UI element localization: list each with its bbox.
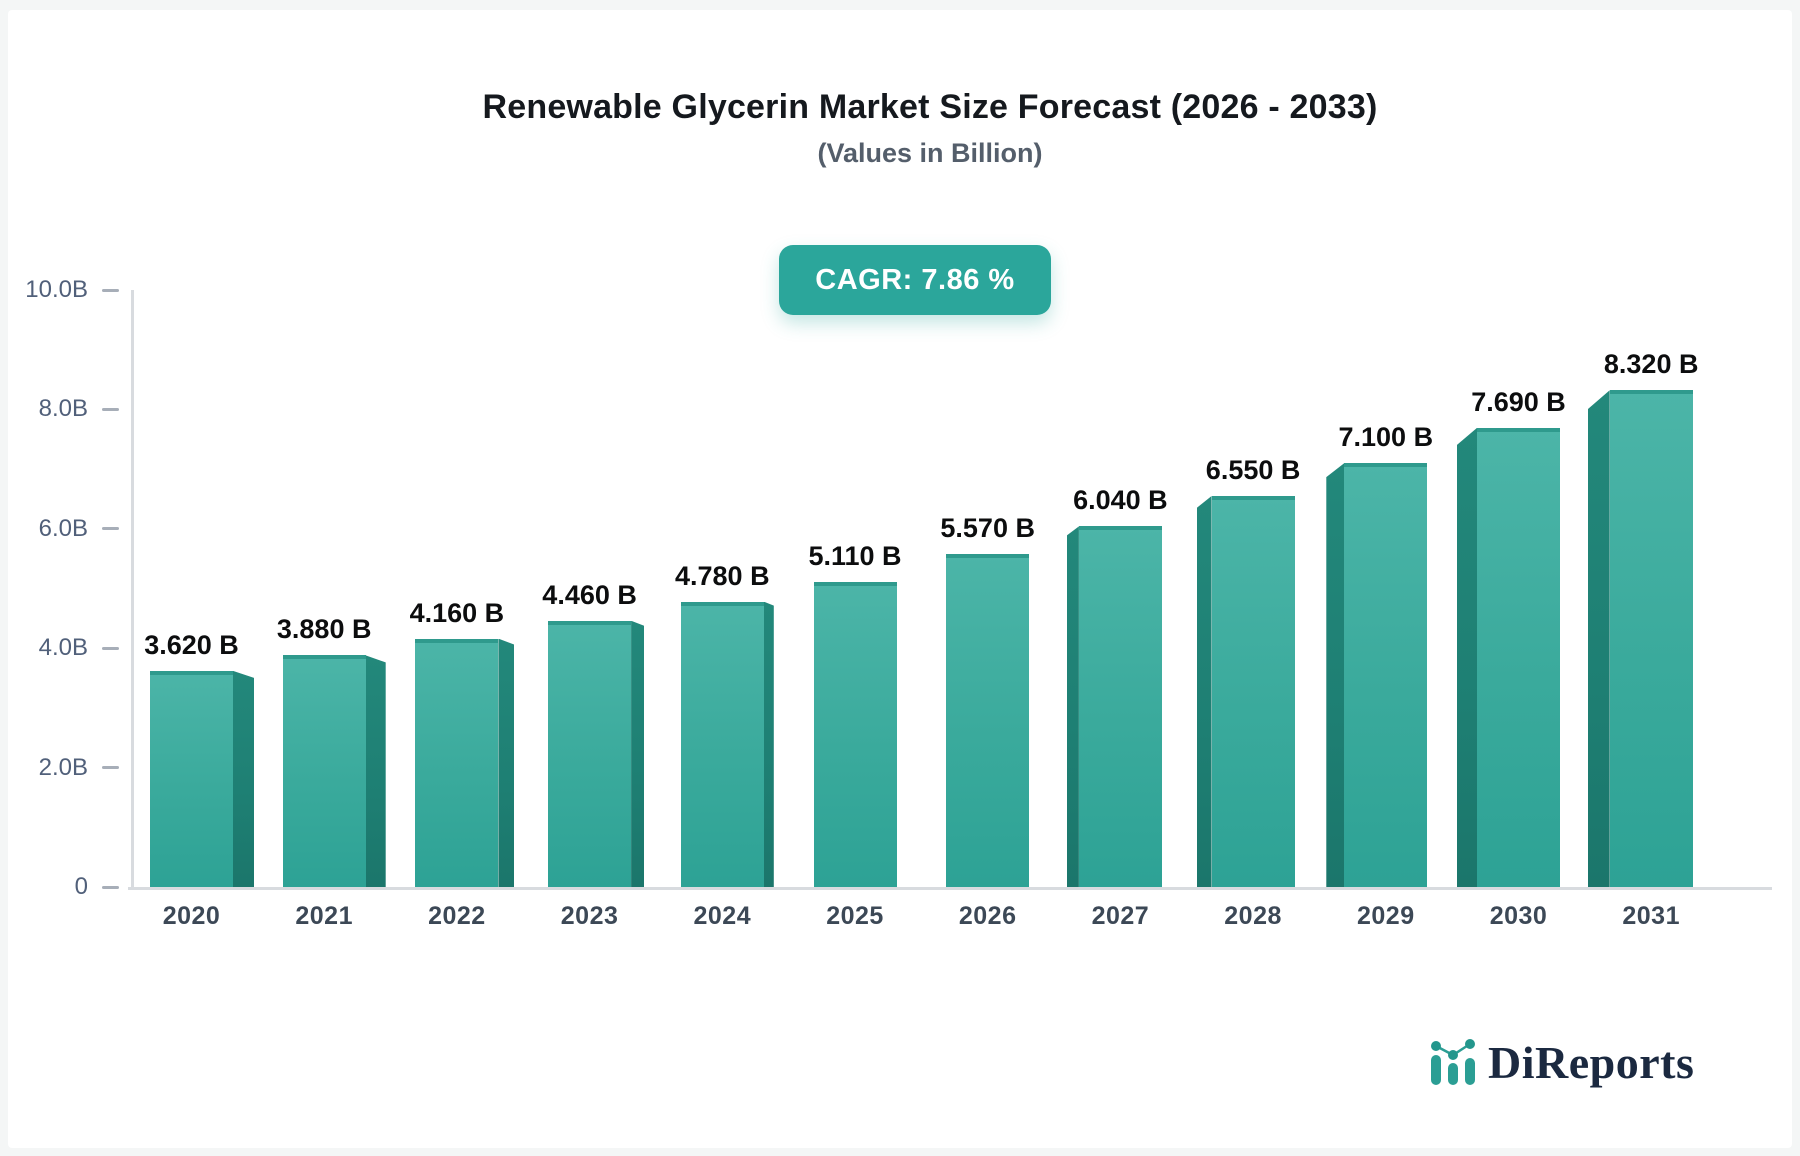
x-axis-label-2024: 2024 — [693, 902, 752, 930]
x-axis-label-2030: 2030 — [1489, 902, 1548, 930]
bar-value-label: 8.320 B — [1603, 349, 1699, 380]
y-tick-mark — [102, 885, 119, 889]
x-axis-label-2020: 2020 — [162, 902, 221, 930]
x-axis-label-2029: 2029 — [1356, 902, 1415, 930]
y-tick-label: 4.0B — [38, 634, 88, 662]
bar-2023 — [548, 620, 632, 887]
x-axis-line — [128, 887, 1772, 890]
chart-subtitle: (Values in Billion) — [817, 138, 1043, 168]
x-axis-label-2027: 2027 — [1091, 902, 1150, 930]
bar-value-label: 3.880 B — [276, 614, 372, 645]
bar-side-face-right — [365, 655, 386, 887]
bar-value-label: 5.110 B — [808, 540, 902, 571]
chart-title: Renewable Glycerin Market Size Forecast … — [482, 88, 1378, 126]
y-tick-mark — [102, 288, 119, 292]
bar-side-face-left — [1326, 463, 1345, 887]
bar-2025 — [813, 581, 897, 887]
x-axis-label-2028: 2028 — [1224, 902, 1282, 930]
y-tick-mark — [102, 407, 119, 411]
y-tick-label: 6.0B — [38, 514, 88, 542]
bar-2030 — [1477, 427, 1560, 887]
bar-2024 — [680, 601, 764, 887]
cagr-badge-label: CAGR: 7.86 % — [815, 263, 1015, 296]
x-axis-label-2023: 2023 — [560, 902, 619, 930]
bar-value-label: 4.460 B — [542, 579, 637, 610]
bar-side-face-left — [1587, 390, 1610, 887]
bar-2028 — [1211, 495, 1295, 887]
bar-2021 — [282, 655, 366, 887]
bar-value-label: 4.780 B — [675, 560, 770, 591]
y-tick-label: 8.0B — [38, 395, 88, 423]
y-tick-mark — [102, 527, 119, 531]
y-axis-line — [131, 290, 134, 890]
bar-2026 — [946, 554, 1030, 887]
bar-side-face-right — [498, 638, 515, 887]
bar-side-face-right — [233, 670, 254, 887]
bar-value-label: 5.570 B — [940, 513, 1035, 544]
x-axis-label-2025: 2025 — [826, 902, 884, 930]
bar-side-face-left — [1196, 495, 1212, 887]
bar-value-label: 7.100 B — [1338, 422, 1434, 453]
y-tick-label: 2.0B — [38, 753, 88, 781]
bar-value-label: 4.160 B — [409, 597, 505, 628]
bar-value-label: 3.620 B — [144, 629, 239, 660]
y-tick-mark — [102, 646, 119, 650]
bar-2020 — [150, 670, 233, 887]
bar-side-face-left — [1066, 526, 1079, 887]
y-tick-mark — [102, 766, 119, 770]
x-axis-label-2031: 2031 — [1622, 902, 1680, 930]
bar-value-label: 6.550 B — [1205, 454, 1301, 485]
bar-side-face-right — [763, 601, 774, 887]
bar-2031 — [1609, 390, 1693, 887]
cagr-badge: CAGR: 7.86 % — [779, 245, 1051, 315]
y-tick-label: 0 — [74, 873, 88, 900]
bar-value-label: 6.040 B — [1073, 485, 1168, 516]
bar-value-label: 7.690 B — [1471, 386, 1566, 417]
brand-logo: DiReports — [1430, 1036, 1694, 1089]
bar-side-face-left — [1457, 427, 1477, 887]
bar-2029 — [1344, 463, 1428, 887]
brand-name: DiReports — [1488, 1037, 1695, 1088]
bar-side-face-right — [631, 620, 645, 887]
x-axis-label-2021: 2021 — [295, 902, 353, 930]
x-axis-label-2026: 2026 — [958, 902, 1017, 930]
y-tick-label: 10.0B — [25, 276, 88, 303]
bar-2027 — [1078, 526, 1162, 887]
x-axis-label-2022: 2022 — [428, 902, 486, 930]
bar-2022 — [415, 638, 499, 887]
brand-mark-icon — [1431, 1038, 1475, 1085]
